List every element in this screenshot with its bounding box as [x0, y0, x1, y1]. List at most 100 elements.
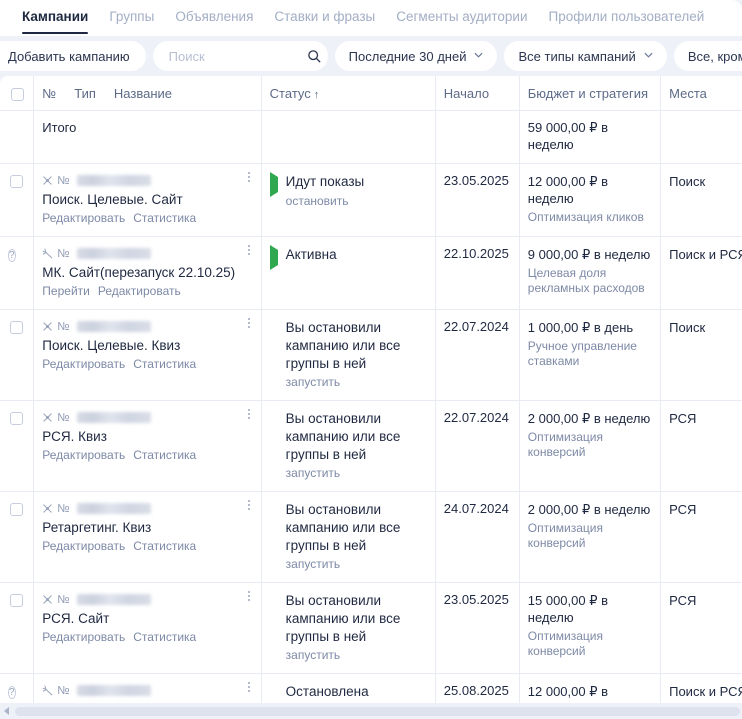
row-help-icon[interactable]: ? — [8, 249, 16, 262]
row-status-cell: Идут показы остановить — [261, 163, 436, 237]
row-checkbox[interactable] — [10, 175, 24, 188]
row-more-menu-icon[interactable] — [243, 316, 255, 330]
tab-0[interactable]: Кампании — [22, 0, 89, 36]
tab-1[interactable]: Группы — [109, 9, 155, 24]
row-links: Перейти Редактировать — [42, 284, 252, 298]
row-select-cell — [0, 400, 35, 492]
row-select-cell — [0, 582, 35, 674]
row-link[interactable]: Статистика — [133, 211, 197, 225]
total-places-cell — [660, 110, 742, 164]
row-link[interactable]: Редактировать — [42, 630, 126, 644]
tab-2[interactable]: Объявления — [175, 9, 254, 24]
campaign-type-filter-dropdown[interactable]: Все типы кампаний — [504, 41, 667, 71]
table-row: № Поиск. Целевые. Сайт Редактировать Статис… — [0, 163, 742, 237]
row-budget-cell: 2 000,00 ₽ в неделю Оптимизация конверсий — [519, 400, 662, 492]
campaign-title[interactable]: Поиск. Целевые. Квиз — [42, 338, 181, 353]
places-value: РСЯ — [669, 593, 697, 608]
tab-4[interactable]: Сегменты аудитории — [396, 9, 528, 24]
row-link[interactable]: Статистика — [133, 539, 197, 553]
status-action-link[interactable]: запустить — [285, 375, 341, 389]
row-more-menu-icon[interactable] — [243, 589, 255, 603]
search-campaign-icon — [42, 503, 53, 514]
status-action-link[interactable]: запустить — [285, 557, 341, 571]
row-link[interactable]: Редактировать — [42, 539, 126, 553]
row-link[interactable]: Редактировать — [97, 284, 181, 298]
status-text: Активна — [285, 247, 337, 262]
status-action-link[interactable]: остановить — [285, 194, 349, 208]
campaign-title[interactable]: РСЯ. Квиз — [42, 429, 107, 444]
start-date: 25.08.2025 — [443, 683, 509, 698]
header-status[interactable]: Статус ↑ — [261, 76, 436, 111]
header-places[interactable]: Места — [660, 76, 742, 111]
add-campaign-button[interactable]: Добавить кампанию — [0, 41, 146, 71]
row-number-redacted — [76, 503, 151, 514]
status-text: Вы остановили кампанию или все группы в … — [285, 502, 401, 553]
search-input[interactable] — [166, 47, 307, 65]
row-help-icon[interactable]: ? — [8, 686, 16, 699]
row-name-cell: № Поиск. Целевые. Квиз Редактировать Статис… — [33, 309, 262, 401]
row-checkbox[interactable] — [10, 594, 24, 607]
campaign-title[interactable]: РСЯ. Сайт — [42, 611, 110, 626]
row-more-menu-icon[interactable] — [243, 243, 255, 257]
header-name[interactable]: Название — [113, 86, 173, 101]
row-number-label: № — [57, 247, 70, 260]
row-link[interactable]: Перейти — [42, 284, 90, 298]
row-number-redacted — [76, 412, 151, 423]
period-filter-dropdown[interactable]: Последние 30 дней — [334, 41, 498, 71]
campaign-type-filter-label: Все типы кампаний — [518, 48, 636, 64]
header-type[interactable]: Тип — [74, 86, 96, 101]
budget-amount: 9 000,00 ₽ в неделю — [527, 247, 651, 262]
status-text: Идут показы — [285, 174, 365, 189]
scrollbar-thumb[interactable] — [15, 706, 740, 716]
campaign-title[interactable]: МК. Сайт(перезапуск 22.10.25) — [42, 265, 236, 280]
select-all-checkbox[interactable] — [10, 88, 24, 101]
total-status-cell — [261, 110, 436, 164]
scroll-left-arrow-icon[interactable] — [2, 706, 12, 716]
header-start[interactable]: Начало — [435, 76, 520, 111]
row-more-menu-icon[interactable] — [243, 170, 255, 184]
row-places-cell: Поиск — [660, 309, 742, 401]
row-select-cell: ? — [0, 236, 35, 310]
tab-5[interactable]: Профили пользователей — [548, 9, 705, 24]
row-places-cell: РСЯ — [660, 491, 742, 583]
row-start-cell: 23.05.2025 — [435, 582, 520, 674]
header-budget[interactable]: Бюджет и стратегия — [519, 76, 662, 111]
row-more-menu-icon[interactable] — [243, 498, 255, 512]
row-checkbox[interactable] — [10, 412, 24, 425]
archive-filter-dropdown[interactable]: Все, кроме архивных — [673, 41, 742, 71]
table-row: № Ретаргетинг. Квиз Редактировать Статистик… — [0, 491, 742, 583]
status-action-link[interactable]: запустить — [285, 466, 341, 480]
tab-3[interactable]: Ставки и фразы — [274, 9, 376, 24]
row-number-line: № — [42, 501, 252, 516]
campaign-title[interactable]: Ретаргетинг. Квиз — [42, 520, 152, 535]
places-value: Поиск и РСЯ — [669, 684, 742, 699]
row-places-cell: Поиск и РСЯ — [660, 236, 742, 310]
status-action-link[interactable]: запустить — [285, 648, 341, 662]
row-checkbox[interactable] — [10, 503, 24, 516]
places-value: РСЯ — [669, 411, 697, 426]
row-link[interactable]: Статистика — [133, 448, 197, 462]
row-more-menu-icon[interactable] — [243, 680, 255, 694]
total-label-cell: Итого — [33, 110, 262, 164]
budget-amount: 2 000,00 ₽ в неделю — [527, 502, 651, 517]
header-status-label: Статус — [269, 86, 311, 101]
row-link[interactable]: Редактировать — [42, 448, 126, 462]
total-start-cell — [435, 110, 520, 164]
row-number-redacted — [76, 594, 151, 605]
row-link[interactable]: Редактировать — [42, 357, 126, 371]
row-start-cell: 24.07.2024 — [435, 491, 520, 583]
campaign-title[interactable]: Поиск. Целевые. Сайт — [42, 192, 183, 207]
search-field[interactable] — [152, 41, 328, 71]
status-line: Вы остановили кампанию или все группы в … — [270, 319, 427, 373]
horizontal-scrollbar[interactable] — [0, 703, 742, 719]
row-checkbox[interactable] — [10, 321, 24, 334]
header-number[interactable]: № — [42, 86, 57, 101]
row-link[interactable]: Статистика — [133, 357, 197, 371]
row-name-cell: № Ретаргетинг. Квиз Редактировать Статистик… — [33, 491, 262, 583]
row-link[interactable]: Редактировать — [42, 211, 126, 225]
row-more-menu-icon[interactable] — [243, 407, 255, 421]
table-header: № Тип Название Статус ↑ Начало Бюджет и с… — [0, 76, 742, 111]
row-places-cell: РСЯ — [660, 400, 742, 492]
row-link[interactable]: Статистика — [133, 630, 197, 644]
search-icon[interactable] — [307, 49, 322, 64]
